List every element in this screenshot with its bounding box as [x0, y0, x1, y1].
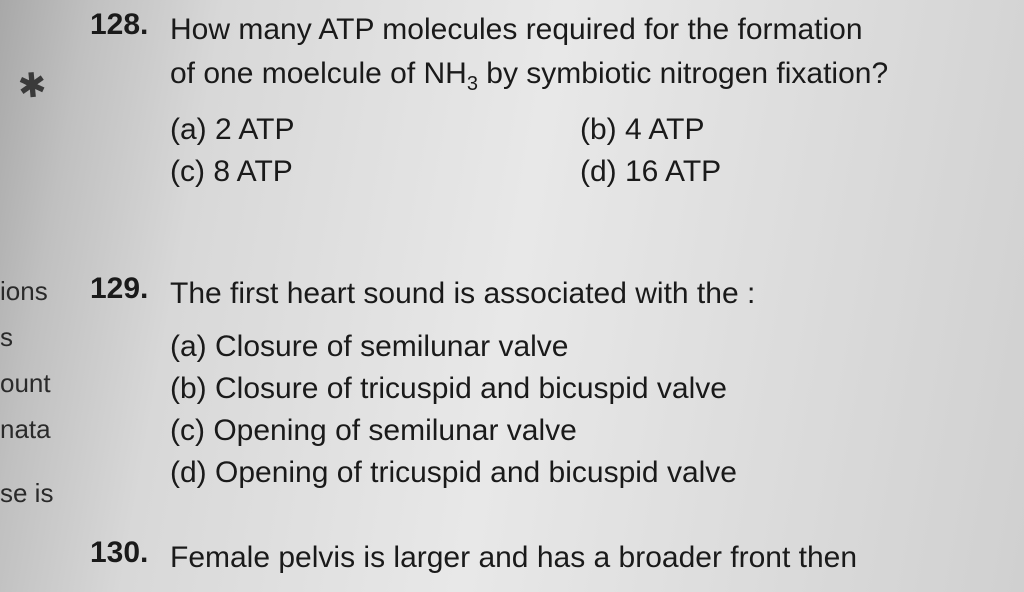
option-a: (a) Closure of semilunar valve	[170, 326, 990, 368]
question-128: 128. How many ATP molecules required for…	[90, 8, 990, 193]
option-d: (d) 16 ATP	[580, 151, 980, 193]
question-130: 130. Female pelvis is larger and has a b…	[90, 536, 990, 580]
star-annotation-icon: ✱	[16, 65, 48, 107]
option-b: (b) 4 ATP	[580, 109, 980, 151]
question-number: 130.	[90, 536, 148, 570]
margin-fragment: s	[0, 322, 13, 353]
options-grid: (a) 2 ATP (b) 4 ATP (c) 8 ATP (d) 16 ATP	[170, 109, 990, 193]
margin-fragment: ions	[0, 276, 48, 307]
question-number: 129.	[90, 272, 148, 306]
question-number: 128.	[90, 8, 148, 42]
question-text-line: The first heart sound is associated with…	[170, 272, 990, 316]
option-b: (b) Closure of tricuspid and bicuspid va…	[170, 368, 990, 410]
margin-fragment: ount	[0, 368, 51, 399]
margin-fragment: nata	[0, 414, 51, 445]
question-text-line: How many ATP molecules required for the …	[170, 8, 990, 52]
question-text-fragment: by symbiotic nitrogen fixation?	[478, 57, 888, 90]
question-text-line: of one moelcule of NH3 by symbiotic nitr…	[170, 52, 990, 99]
options-list: (a) Closure of semilunar valve (b) Closu…	[170, 326, 990, 494]
margin-fragment: se is	[0, 478, 53, 509]
option-a: (a) 2 ATP	[170, 109, 580, 151]
question-text-fragment: of one moelcule of NH	[170, 57, 467, 90]
page: ions s ount nata se is ✱ 128. How many A…	[0, 0, 1024, 592]
subscript: 3	[467, 73, 478, 95]
option-c: (c) Opening of semilunar valve	[170, 410, 990, 452]
question-129: 129. The first heart sound is associated…	[90, 272, 990, 494]
option-d: (d) Opening of tricuspid and bicuspid va…	[170, 452, 990, 494]
question-text-line: Female pelvis is larger and has a broade…	[170, 536, 990, 580]
option-c: (c) 8 ATP	[170, 151, 580, 193]
